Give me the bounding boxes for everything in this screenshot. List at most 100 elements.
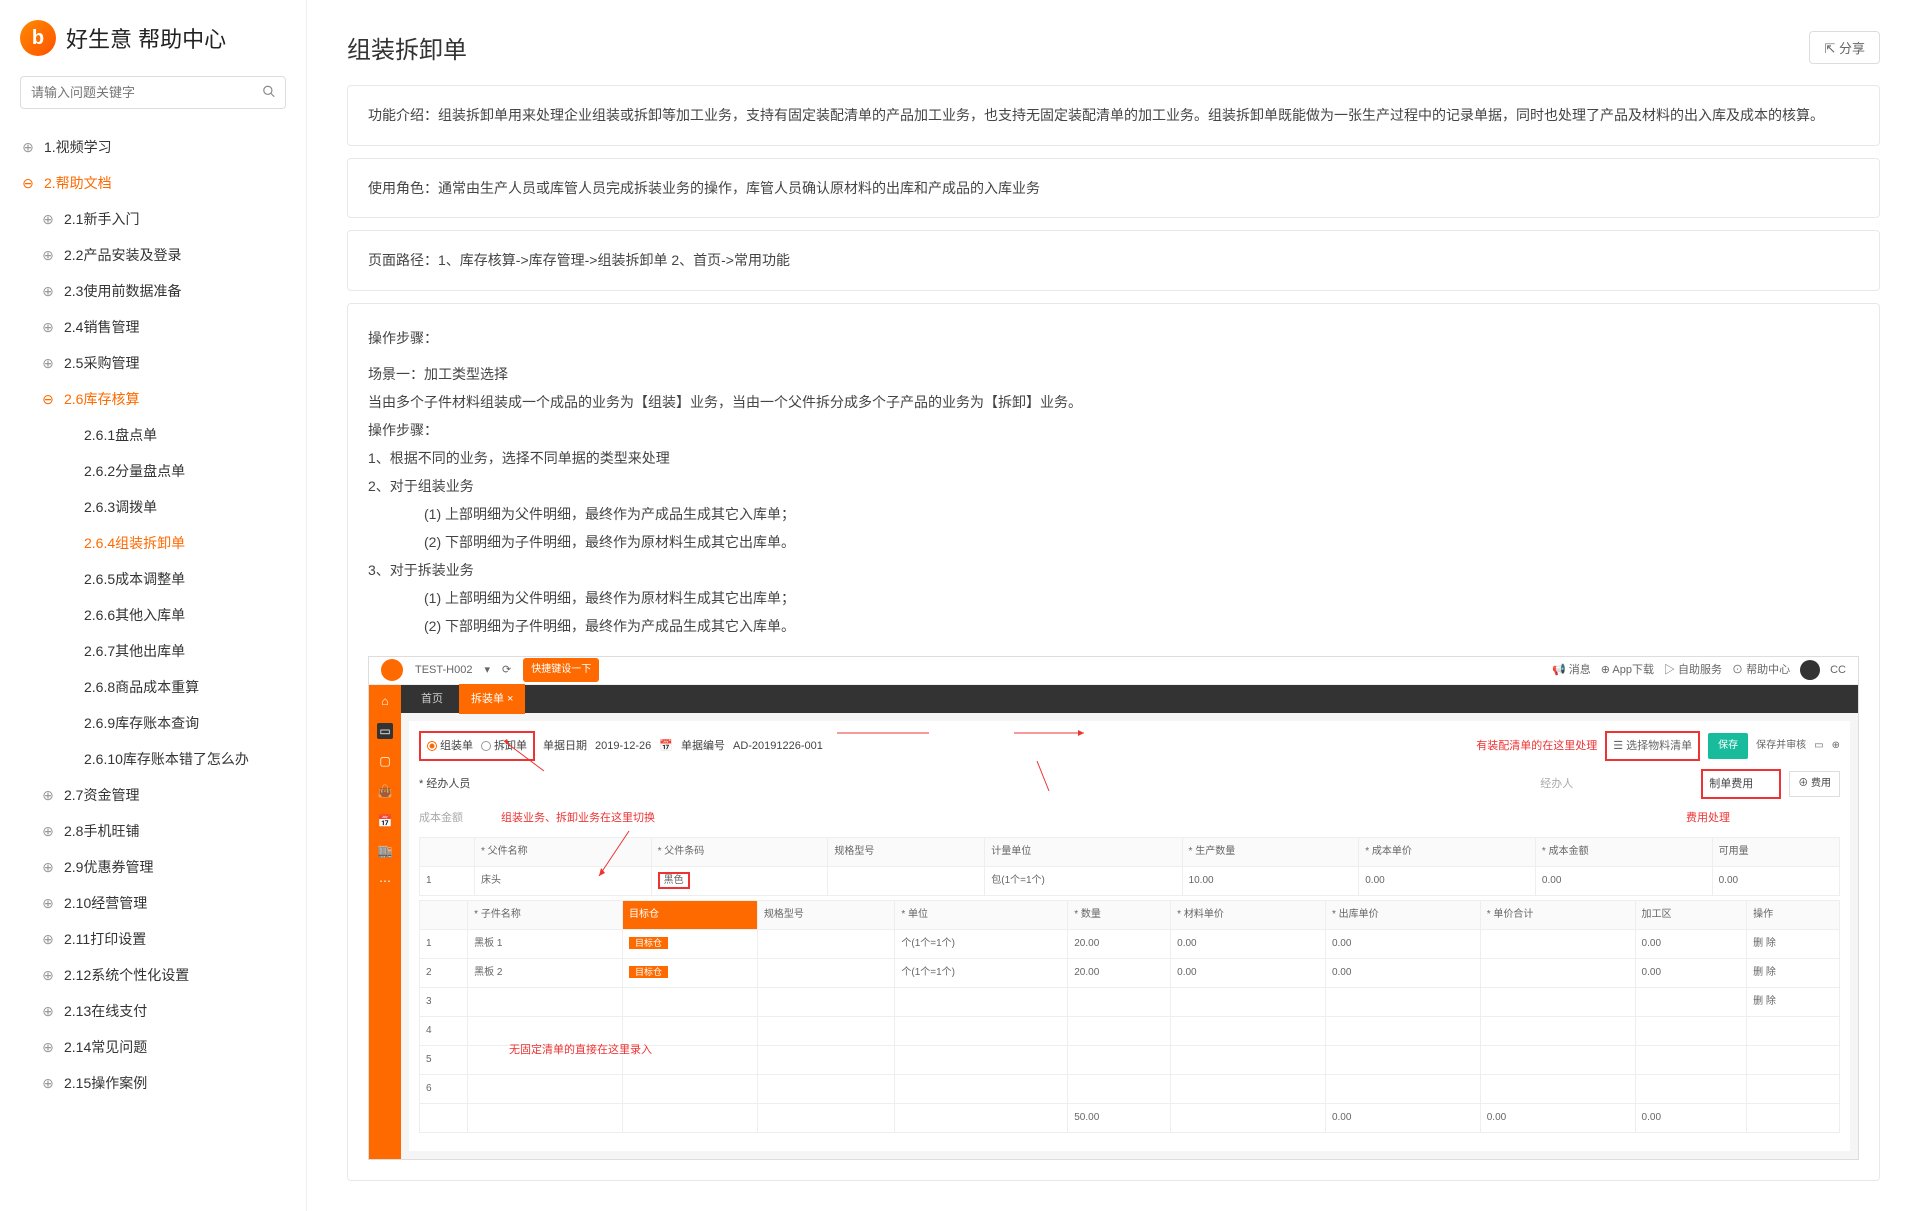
plus-icon: ⊕ bbox=[40, 823, 56, 839]
step2-2: (2) 下部明细为子件明细，最终作为原材料生成其它出库单。 bbox=[368, 528, 1859, 556]
sidebar-item[interactable]: 2.6.4组装拆卸单 bbox=[0, 525, 306, 561]
main-content: 组装拆卸单 ⇱ 分享 功能介绍：组装拆卸单用来处理企业组装或拆卸等加工业务，支持… bbox=[307, 0, 1920, 1211]
page-title: 组装拆卸单 bbox=[347, 30, 467, 65]
intro-text: 组装拆卸单用来处理企业组装或拆卸等加工业务，支持有固定装配清单的产品加工业务，也… bbox=[438, 107, 1824, 123]
ss-msg: 📢 消息 bbox=[1552, 659, 1591, 681]
ss-nav-store-icon: 🏬 bbox=[377, 843, 393, 859]
logo-text: 好生意 帮助中心 bbox=[66, 22, 226, 54]
search-input[interactable] bbox=[20, 76, 286, 109]
ss-sync-icon: ⟳ bbox=[502, 659, 511, 681]
sidebar-item[interactable]: ⊕2.10经营管理 bbox=[0, 885, 306, 921]
ss-app: ⊕ App下载 bbox=[1601, 659, 1654, 681]
sidebar-item[interactable]: ⊕2.14常见问题 bbox=[0, 1029, 306, 1065]
ss-nav-bag-icon: 👜 bbox=[377, 783, 393, 799]
step3-1: (1) 上部明细为父件明细，最终作为原材料生成其它出库单； bbox=[368, 584, 1859, 612]
search-box bbox=[20, 76, 286, 109]
sidebar-item[interactable]: ⊕1.视频学习 bbox=[0, 129, 306, 165]
plus-icon: ⊕ bbox=[40, 247, 56, 263]
ss-list-btn: ☰ 选择物料清单 bbox=[1605, 731, 1700, 761]
steps-title: 操作步骤： bbox=[368, 324, 1859, 352]
ss-tab-current: 拆装单 × bbox=[459, 684, 525, 714]
sidebar-item[interactable]: 2.6.6其他入库单 bbox=[0, 597, 306, 633]
ss-leftnav: ⌂ ▭ ▢ 👜 📅 🏬 ⋯ bbox=[369, 685, 401, 1159]
minus-icon: ⊖ bbox=[20, 175, 36, 191]
sidebar-item[interactable]: 2.6.3调拨单 bbox=[0, 489, 306, 525]
sidebar-item[interactable]: ⊖2.6库存核算 bbox=[0, 381, 306, 417]
ss-tenant: TEST-H002 bbox=[415, 659, 472, 681]
ss-annotation-fee: 费用处理 bbox=[1686, 807, 1730, 829]
sidebar-item[interactable]: 2.6.5成本调整单 bbox=[0, 561, 306, 597]
ss-user: CC bbox=[1830, 659, 1846, 681]
scene1-desc: 当由多个子件材料组装成一个成品的业务为【组装】业务，当由一个父件拆分成多个子产品… bbox=[368, 388, 1859, 416]
radio-dot-icon bbox=[481, 741, 491, 751]
plus-icon: ⊕ bbox=[20, 139, 36, 155]
sidebar-item[interactable]: 2.6.2分量盘点单 bbox=[0, 453, 306, 489]
ss-nav-more-icon: ⋯ bbox=[377, 873, 393, 889]
ss-avatar-icon bbox=[1800, 660, 1820, 680]
ss-annotation-switch: 组装业务、拆卸业务在这里切换 bbox=[501, 807, 655, 829]
share-button[interactable]: ⇱ 分享 bbox=[1809, 31, 1880, 64]
ss-help: ⊙ 帮助中心 bbox=[1732, 659, 1790, 681]
sidebar-item[interactable]: ⊕2.5采购管理 bbox=[0, 345, 306, 381]
share-icon: ⇱ bbox=[1824, 41, 1835, 56]
sidebar-item[interactable]: ⊕2.9优惠券管理 bbox=[0, 849, 306, 885]
ss-nav-home-icon: ⌂ bbox=[377, 693, 393, 709]
plus-icon: ⊕ bbox=[40, 787, 56, 803]
ss-tabs: 首页 拆装单 × bbox=[401, 685, 1858, 713]
ss-annotation-input: 无固定清单的直接在这里录入 bbox=[509, 1039, 1840, 1061]
path-label: 页面路径： bbox=[368, 252, 438, 268]
ss-tab-home: 首页 bbox=[409, 684, 455, 714]
plus-icon: ⊕ bbox=[40, 1039, 56, 1055]
ss-icon1: ▭ bbox=[1814, 736, 1823, 756]
path-box: 页面路径：1、库存核算->库存管理->组装拆卸单 2、首页->常用功能 bbox=[347, 230, 1880, 291]
minus-icon: ⊖ bbox=[40, 391, 56, 407]
step3-2: (2) 下部明细为子件明细，最终作为产成品生成其它入库单。 bbox=[368, 612, 1859, 640]
plus-icon: ⊕ bbox=[40, 931, 56, 947]
role-label: 使用角色： bbox=[368, 180, 438, 196]
ss-chevron-down-icon: ▾ bbox=[484, 659, 490, 681]
sidebar-item[interactable]: 2.6.1盘点单 bbox=[0, 417, 306, 453]
ss-form: 组装单 拆卸单 单据日期 2019-12-26 📅 单据编号 AD-201912… bbox=[409, 721, 1850, 1151]
plus-icon: ⊕ bbox=[40, 1075, 56, 1091]
plus-icon: ⊕ bbox=[40, 859, 56, 875]
search-icon[interactable] bbox=[262, 84, 276, 101]
radio-dot-icon bbox=[427, 741, 437, 751]
ss-icon2: ⊕ bbox=[1832, 736, 1840, 756]
ss-video: ▷ 自助服务 bbox=[1664, 659, 1722, 681]
logo-icon: b bbox=[20, 20, 56, 56]
step1: 1、根据不同的业务，选择不同单据的类型来处理 bbox=[368, 444, 1859, 472]
ss-save-btn: 保存 bbox=[1708, 733, 1748, 759]
sidebar-item[interactable]: ⊕2.7资金管理 bbox=[0, 777, 306, 813]
plus-icon: ⊕ bbox=[40, 211, 56, 227]
sidebar-item[interactable]: ⊕2.2产品安装及登录 bbox=[0, 237, 306, 273]
sidebar-item[interactable]: ⊕2.1新手入门 bbox=[0, 201, 306, 237]
sidebar-item[interactable]: ⊖2.帮助文档 bbox=[0, 165, 306, 201]
plus-icon: ⊕ bbox=[40, 319, 56, 335]
ss-fee-btn: ⊕ 费用 bbox=[1789, 771, 1840, 797]
ss-topbar: TEST-H002 ▾ ⟳ 快捷键设一下 📢 消息 ⊕ App下载 ▷ 自助服务… bbox=[369, 657, 1858, 685]
step3: 3、对于拆装业务 bbox=[368, 556, 1859, 584]
sidebar-nav: ⊕1.视频学习⊖2.帮助文档⊕2.1新手入门⊕2.2产品安装及登录⊕2.3使用前… bbox=[0, 129, 306, 1101]
steps-label: 操作步骤： bbox=[368, 416, 1859, 444]
content-box: 操作步骤： 场景一：加工类型选择 当由多个子件材料组装成一个成品的业务为【组装】… bbox=[347, 303, 1880, 1181]
sidebar-item[interactable]: 2.6.7其他出库单 bbox=[0, 633, 306, 669]
sidebar-item[interactable]: ⊕2.15操作案例 bbox=[0, 1065, 306, 1101]
plus-icon: ⊕ bbox=[40, 1003, 56, 1019]
calendar-icon: 📅 bbox=[659, 735, 673, 757]
sidebar-item[interactable]: ⊕2.8手机旺铺 bbox=[0, 813, 306, 849]
intro-box: 功能介绍：组装拆卸单用来处理企业组装或拆卸等加工业务，支持有固定装配清单的产品加… bbox=[347, 85, 1880, 146]
sidebar-item[interactable]: ⊕2.4销售管理 bbox=[0, 309, 306, 345]
scene1-title: 场景一：加工类型选择 bbox=[368, 360, 1859, 388]
plus-icon: ⊕ bbox=[40, 895, 56, 911]
ss-nav-calendar-icon: 📅 bbox=[377, 813, 393, 829]
ss-quick-btn: 快捷键设一下 bbox=[523, 658, 599, 682]
sidebar-item[interactable]: 2.6.10库存账本错了怎么办 bbox=[0, 741, 306, 777]
sidebar-item[interactable]: ⊕2.12系统个性化设置 bbox=[0, 957, 306, 993]
sidebar-item[interactable]: ⊕2.13在线支付 bbox=[0, 993, 306, 1029]
sidebar-item[interactable]: ⊕2.3使用前数据准备 bbox=[0, 273, 306, 309]
sidebar-item[interactable]: 2.6.9库存账本查询 bbox=[0, 705, 306, 741]
sidebar-item[interactable]: 2.6.8商品成本重算 bbox=[0, 669, 306, 705]
sidebar-item[interactable]: ⊕2.11打印设置 bbox=[0, 921, 306, 957]
step2: 2、对于组装业务 bbox=[368, 472, 1859, 500]
embedded-screenshot: TEST-H002 ▾ ⟳ 快捷键设一下 📢 消息 ⊕ App下载 ▷ 自助服务… bbox=[368, 656, 1859, 1160]
